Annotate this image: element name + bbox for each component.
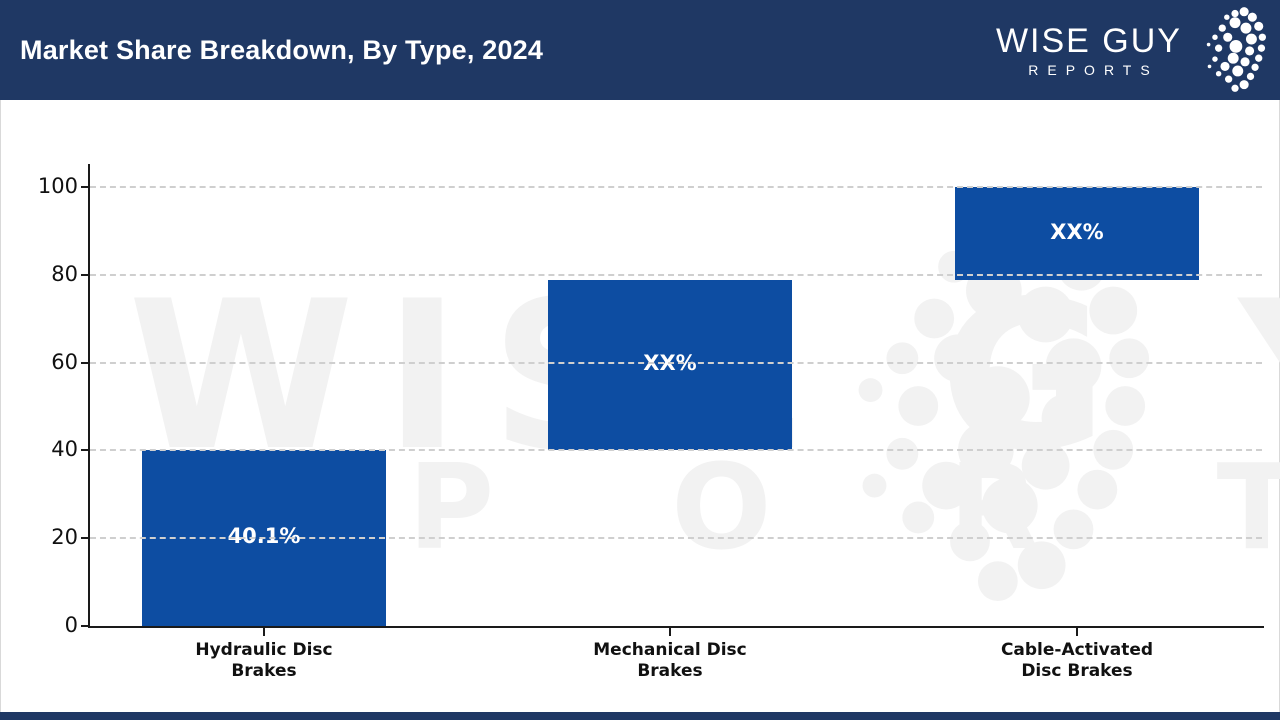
brand-subname: REPORTS [1028,61,1159,78]
y-tick-label: 100 [37,174,78,198]
gridline [90,361,1262,364]
x-tick-mark [263,628,265,636]
dotted-head-logo-icon [1206,7,1266,92]
y-tick-mark [81,625,89,627]
x-category-label: Mechanical Disc Brakes [510,640,830,682]
bar-value-label: XX% [1050,219,1104,244]
gridline [90,449,1262,452]
x-category-line: Brakes [637,661,703,681]
bar-value-label: 40.1% [227,523,301,548]
x-category-line: Mechanical Disc [593,640,747,660]
x-category-label: Hydraulic Disc Brakes [104,640,424,682]
x-tick-mark [1076,628,1078,636]
y-tick-label: 0 [64,613,78,637]
footer-bar [0,712,1280,720]
x-category-line: Brakes [231,661,297,681]
x-category-line: Disc Brakes [1021,661,1133,681]
y-axis-spine [88,164,90,628]
y-tick-label: 80 [51,261,78,286]
brand-logo-text: WISE GUY REPORTS [996,24,1182,77]
x-axis-spine [88,626,1264,628]
watermark-head-icon [858,218,1150,602]
gridline [90,537,1262,540]
gridline [90,273,1262,276]
market-share-chart: 0 20 40 60 80 100 40.1% XX% XX% Hydraulic Disc Bra… [0,100,1280,712]
y-tick-mark [81,361,89,364]
y-tick-mark [81,273,89,276]
brand-logo: WISE GUY REPORTS [996,6,1280,94]
y-tick-label: 20 [51,525,78,550]
y-tick-label: 40 [51,437,78,462]
bar-segment: XX% [955,187,1199,281]
x-tick-mark [669,628,671,636]
y-tick-label: 60 [51,349,78,374]
x-category-label: Cable-Activated Disc Brakes [917,640,1237,682]
gridline [90,186,1262,188]
header-bar: Market Share Breakdown, By Type, 2024 WI… [0,0,1280,100]
y-tick-mark [81,449,89,452]
y-tick-mark [81,537,89,540]
bar-segment: XX% [548,280,792,450]
x-category-line: Cable-Activated [1000,640,1154,660]
brand-name: WISE GUY [995,21,1182,60]
y-tick-mark [81,186,89,188]
x-category-line: Hydraulic Disc [195,640,333,660]
page-title: Market Share Breakdown, By Type, 2024 [20,34,544,65]
